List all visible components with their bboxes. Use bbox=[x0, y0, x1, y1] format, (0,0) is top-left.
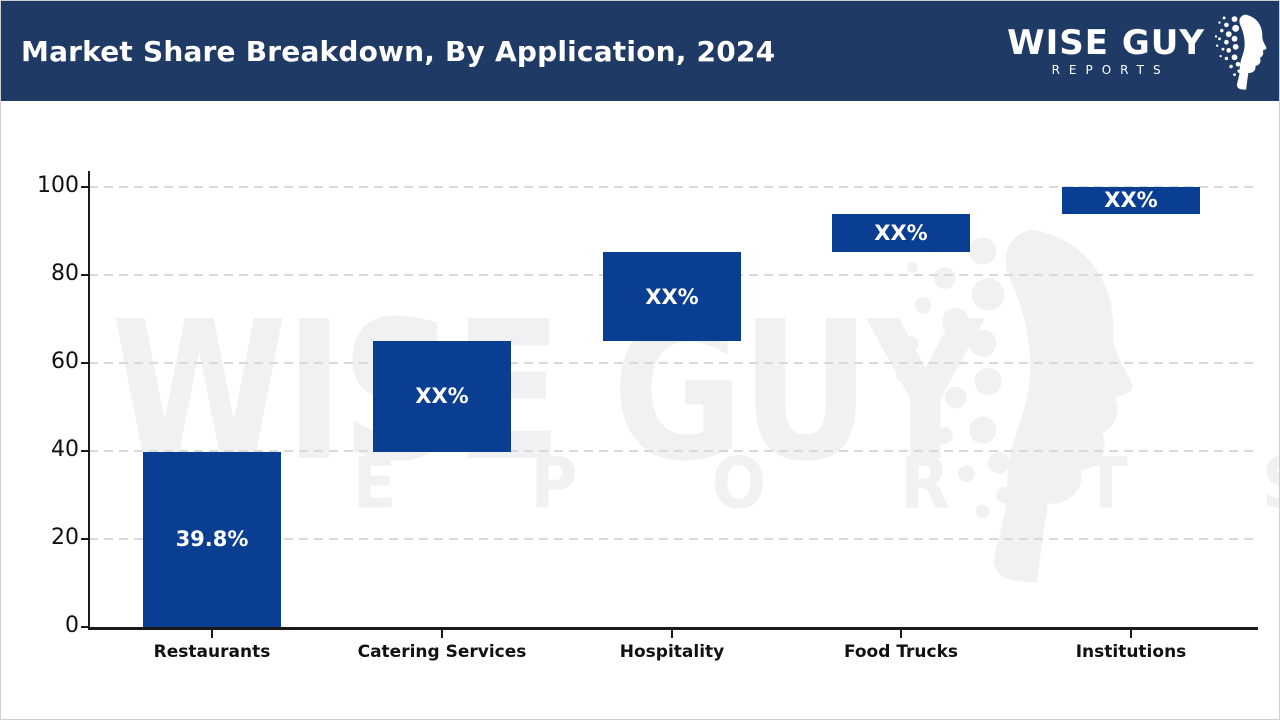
y-axis-tick bbox=[81, 186, 88, 188]
x-axis-category-label: Hospitality bbox=[619, 642, 725, 662]
x-axis-tick bbox=[900, 629, 902, 638]
logo-text: WISE GUY REPORTS bbox=[1007, 26, 1205, 76]
wise-guy-logo: WISE GUY REPORTS bbox=[1007, 11, 1279, 92]
y-gridline bbox=[89, 450, 1256, 452]
x-axis-tick bbox=[671, 629, 673, 638]
y-axis-tick-label: 40 bbox=[51, 437, 79, 462]
y-axis-tick-label: 80 bbox=[51, 261, 79, 286]
bar-value-label: XX% bbox=[874, 220, 928, 245]
waterfall-bar-restaurants: 39.8% bbox=[143, 451, 281, 627]
logo-wordmark: WISE GUY bbox=[1007, 23, 1205, 63]
y-axis-tick-label: 100 bbox=[37, 173, 79, 198]
y-axis-tick-label: 20 bbox=[51, 525, 79, 550]
x-axis-tick bbox=[211, 629, 213, 638]
bar-value-label: XX% bbox=[1104, 188, 1158, 213]
bar-value-label: XX% bbox=[645, 284, 699, 309]
logo-subtitle: REPORTS bbox=[1051, 63, 1170, 77]
waterfall-bar-institutions: XX% bbox=[1062, 187, 1200, 214]
y-axis-tick bbox=[81, 626, 88, 628]
y-gridline bbox=[89, 362, 1256, 364]
logo-face-icon bbox=[1214, 13, 1267, 90]
x-axis-category-label: Catering Services bbox=[357, 642, 527, 662]
x-axis-category-label: Food Trucks bbox=[843, 642, 959, 662]
waterfall-bar-catering-services: XX% bbox=[373, 341, 511, 452]
x-axis-tick bbox=[1130, 629, 1132, 638]
y-axis-tick bbox=[81, 538, 88, 540]
bar-value-label: 39.8% bbox=[175, 527, 249, 552]
header-bar: Market Share Breakdown, By Application, … bbox=[1, 1, 1279, 101]
waterfall-bar-hospitality: XX% bbox=[603, 252, 741, 341]
waterfall-bar-food-trucks: XX% bbox=[832, 213, 970, 252]
page-title: Market Share Breakdown, By Application, … bbox=[21, 34, 776, 68]
bar-value-label: XX% bbox=[415, 384, 469, 409]
y-axis-tick bbox=[81, 450, 88, 452]
y-axis-tick bbox=[81, 362, 88, 364]
y-gridline bbox=[89, 186, 1256, 188]
y-axis-tick-label: 60 bbox=[51, 349, 79, 374]
y-axis-tick bbox=[81, 274, 88, 276]
y-axis-tick-label: 0 bbox=[65, 613, 79, 638]
x-axis-category-label: Institutions bbox=[1075, 642, 1187, 662]
x-axis-category-label: Restaurants bbox=[153, 642, 271, 662]
y-gridline bbox=[89, 538, 1256, 540]
watermark-face-icon bbox=[890, 229, 1133, 583]
x-axis-line bbox=[87, 627, 1258, 630]
y-axis-line bbox=[87, 171, 90, 629]
x-axis-tick bbox=[441, 629, 443, 638]
